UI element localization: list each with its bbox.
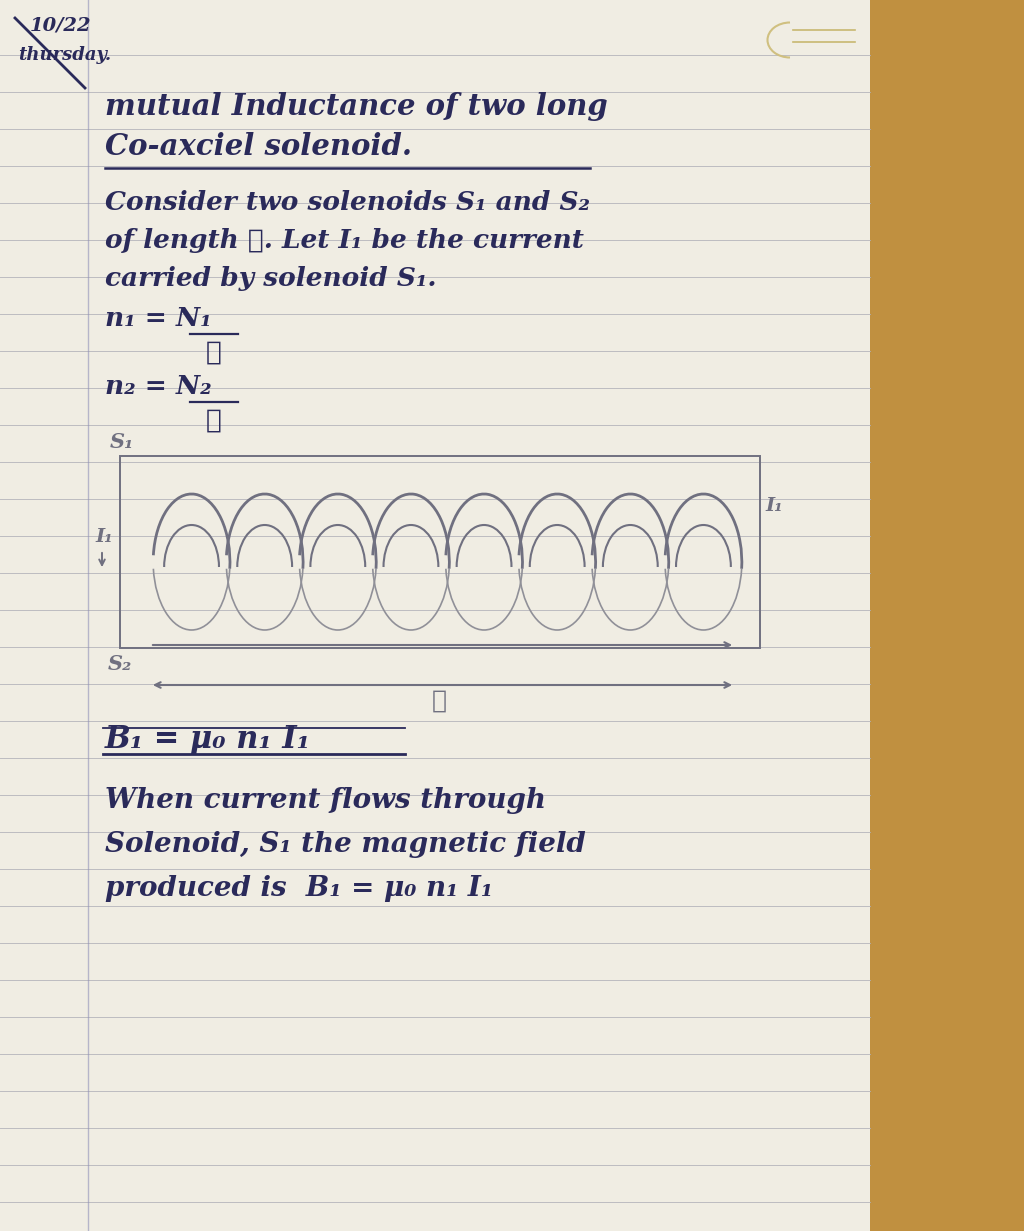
Text: 10/22: 10/22: [30, 16, 91, 34]
Text: carried by solenoid S₁.: carried by solenoid S₁.: [105, 266, 436, 291]
Bar: [0, 0, 870, 1231]
Text: ℓ: ℓ: [206, 340, 222, 366]
Text: ℓ: ℓ: [432, 689, 447, 713]
Text: thursday.: thursday.: [18, 46, 112, 64]
Text: Consider two solenoids S₁ and S₂: Consider two solenoids S₁ and S₂: [105, 190, 590, 215]
Text: produced is  B₁ = μ₀ n₁ I₁: produced is B₁ = μ₀ n₁ I₁: [105, 875, 493, 902]
Bar: [870, 0, 1024, 1231]
Text: When current flows through: When current flows through: [105, 787, 546, 814]
Text: B₁ = μ₀ n₁ I₁: B₁ = μ₀ n₁ I₁: [105, 724, 311, 755]
Text: mutual Inductance of two long: mutual Inductance of two long: [105, 92, 608, 121]
Text: S₂: S₂: [108, 654, 132, 675]
Text: I₁: I₁: [765, 497, 782, 515]
Text: ℓ: ℓ: [206, 407, 222, 433]
Text: n₂ = N₂: n₂ = N₂: [105, 374, 212, 399]
Text: S₁: S₁: [110, 432, 134, 452]
Text: I₁: I₁: [95, 528, 113, 547]
Text: n₁ = N₁: n₁ = N₁: [105, 307, 212, 331]
Text: of length ℓ. Let I₁ be the current: of length ℓ. Let I₁ be the current: [105, 228, 584, 254]
Bar: [0, 0, 870, 1231]
Bar: [120, 455, 760, 648]
Text: Co-axciel solenoid.: Co-axciel solenoid.: [105, 132, 412, 161]
Text: Solenoid, S₁ the magnetic field: Solenoid, S₁ the magnetic field: [105, 831, 586, 858]
